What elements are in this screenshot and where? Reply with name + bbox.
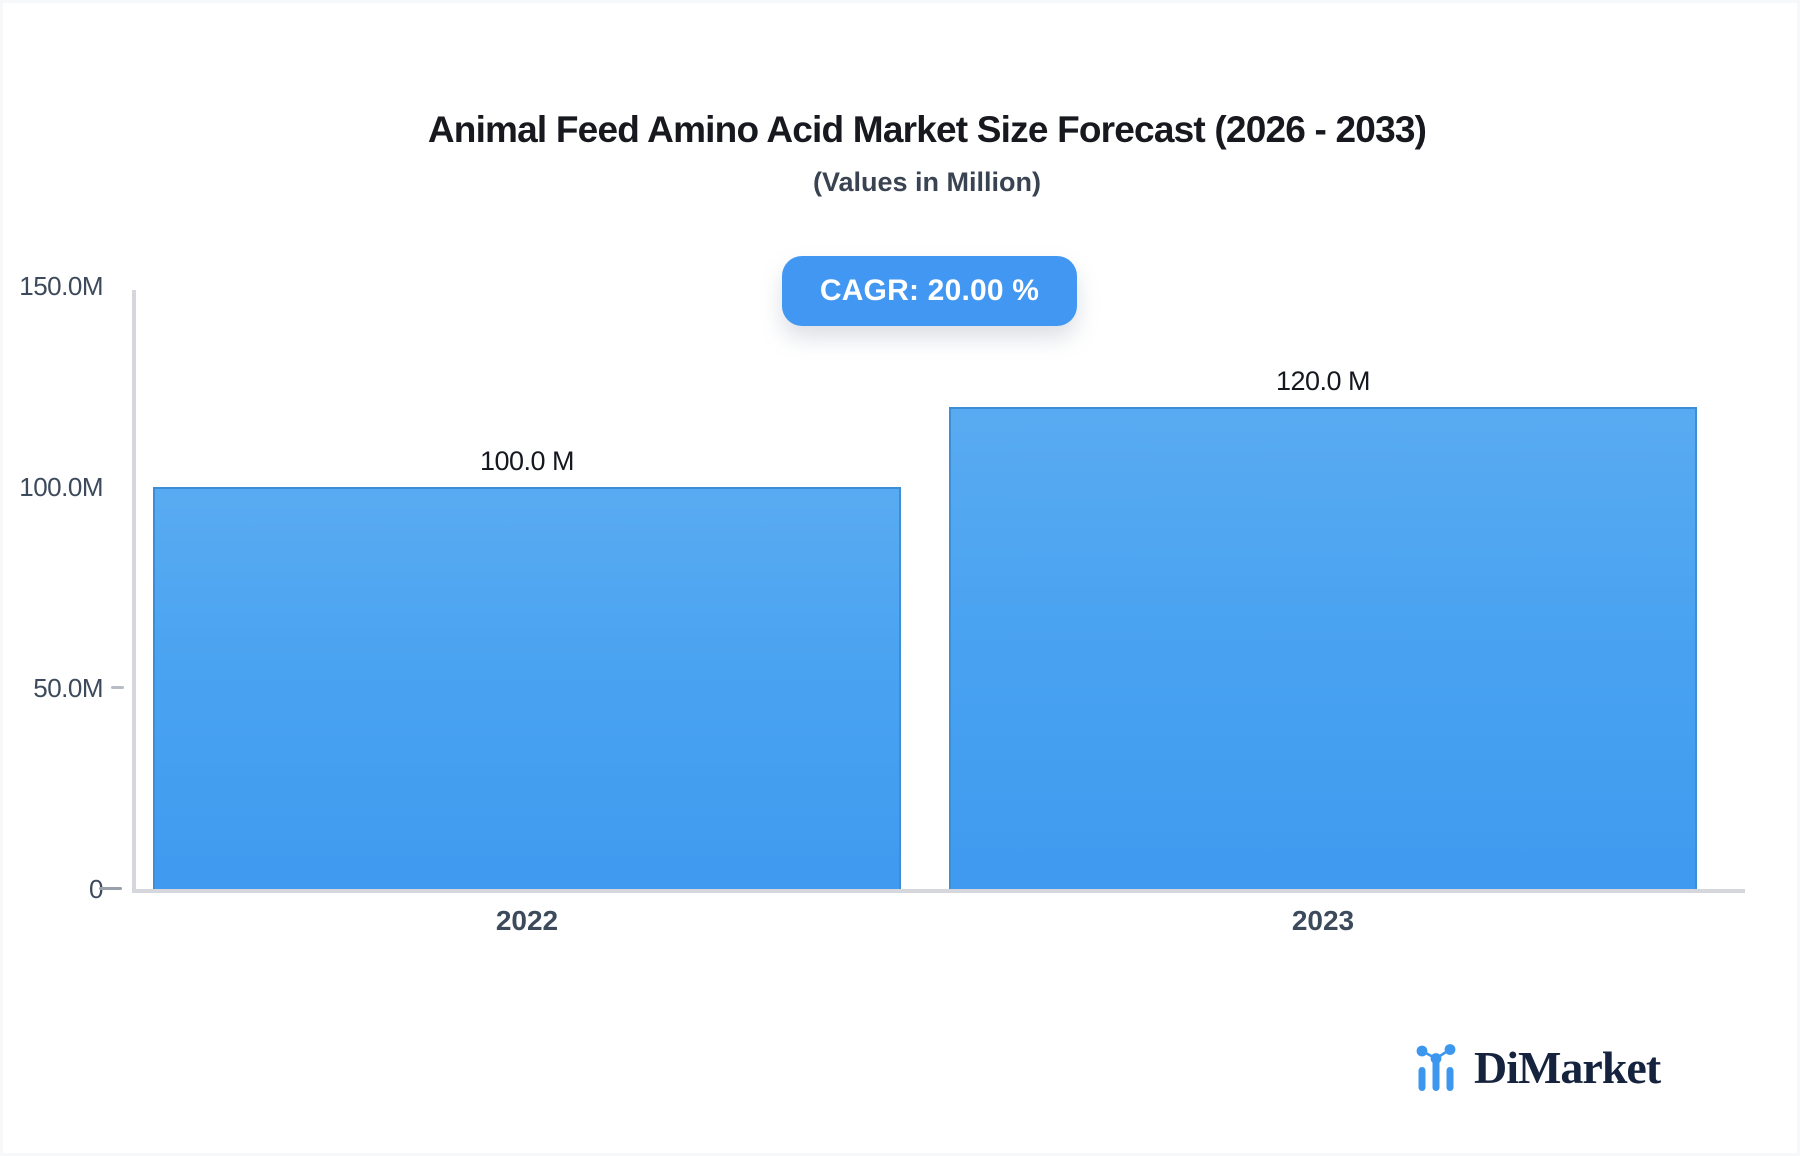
y-axis-tick-mark-0 — [99, 887, 122, 890]
chart-title: Animal Feed Amino Acid Market Size Forec… — [427, 109, 1427, 150]
brand-logo-text: DiMarket — [1474, 1042, 1661, 1093]
chart-subtitle: (Values in Million) — [812, 167, 1042, 197]
x-axis-baseline — [132, 889, 1745, 893]
bar-line-chart-logo-icon — [1416, 1044, 1456, 1091]
y-axis-tick-label-0: 0 — [89, 874, 103, 904]
y-axis-line — [132, 290, 136, 891]
y-axis-tick-label-150m: 150.0M — [19, 271, 103, 301]
y-axis-tick-label-50m: 50.0M — [33, 673, 103, 703]
x-axis-label-2023: 2023 — [1291, 905, 1355, 936]
bar-value-label-2023: 120.0 M — [1275, 365, 1371, 396]
bar-2022[interactable] — [153, 487, 901, 889]
bar-2023[interactable] — [949, 406, 1697, 889]
y-axis-tick-label-100m: 100.0M — [19, 472, 103, 502]
plot-area: 100.0 M 120.0 M 2022 2023 — [134, 286, 1745, 936]
brand-logo: DiMarket — [1415, 1042, 1661, 1093]
cagr-badge: CAGR: 20.00 % — [782, 256, 1077, 326]
x-axis-label-2022: 2022 — [495, 905, 559, 936]
bar-value-label-2022: 100.0 M — [479, 446, 575, 476]
cagr-badge-label: CAGR: 20.00 % — [819, 274, 1040, 307]
y-axis-tick-mark-50m — [111, 686, 124, 689]
